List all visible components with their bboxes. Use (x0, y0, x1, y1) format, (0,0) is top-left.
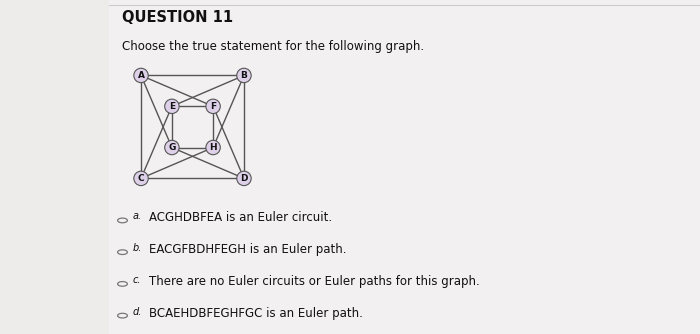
Circle shape (237, 171, 251, 186)
Text: ACGHDBFEA is an Euler circuit.: ACGHDBFEA is an Euler circuit. (149, 211, 332, 224)
Text: c.: c. (133, 275, 141, 285)
Text: G: G (168, 143, 176, 152)
Text: A: A (137, 71, 144, 80)
Text: Choose the true statement for the following graph.: Choose the true statement for the follow… (122, 40, 425, 53)
Text: D: D (240, 174, 248, 183)
Circle shape (134, 68, 148, 82)
Circle shape (164, 99, 179, 114)
Text: F: F (210, 102, 216, 111)
Text: EACGFBDHFEGH is an Euler path.: EACGFBDHFEGH is an Euler path. (149, 243, 346, 256)
Text: QUESTION 11: QUESTION 11 (122, 10, 234, 25)
Text: d.: d. (133, 307, 142, 317)
Circle shape (237, 68, 251, 82)
Text: BCAEHDBFEGHFGC is an Euler path.: BCAEHDBFEGHFGC is an Euler path. (149, 307, 363, 320)
Circle shape (164, 140, 179, 155)
Text: B: B (241, 71, 247, 80)
Text: E: E (169, 102, 175, 111)
Text: H: H (209, 143, 217, 152)
Text: b.: b. (133, 243, 142, 253)
Text: a.: a. (133, 211, 142, 221)
Circle shape (206, 99, 220, 114)
Circle shape (206, 140, 220, 155)
Circle shape (134, 171, 148, 186)
Text: There are no Euler circuits or Euler paths for this graph.: There are no Euler circuits or Euler pat… (149, 275, 480, 288)
Text: C: C (138, 174, 144, 183)
